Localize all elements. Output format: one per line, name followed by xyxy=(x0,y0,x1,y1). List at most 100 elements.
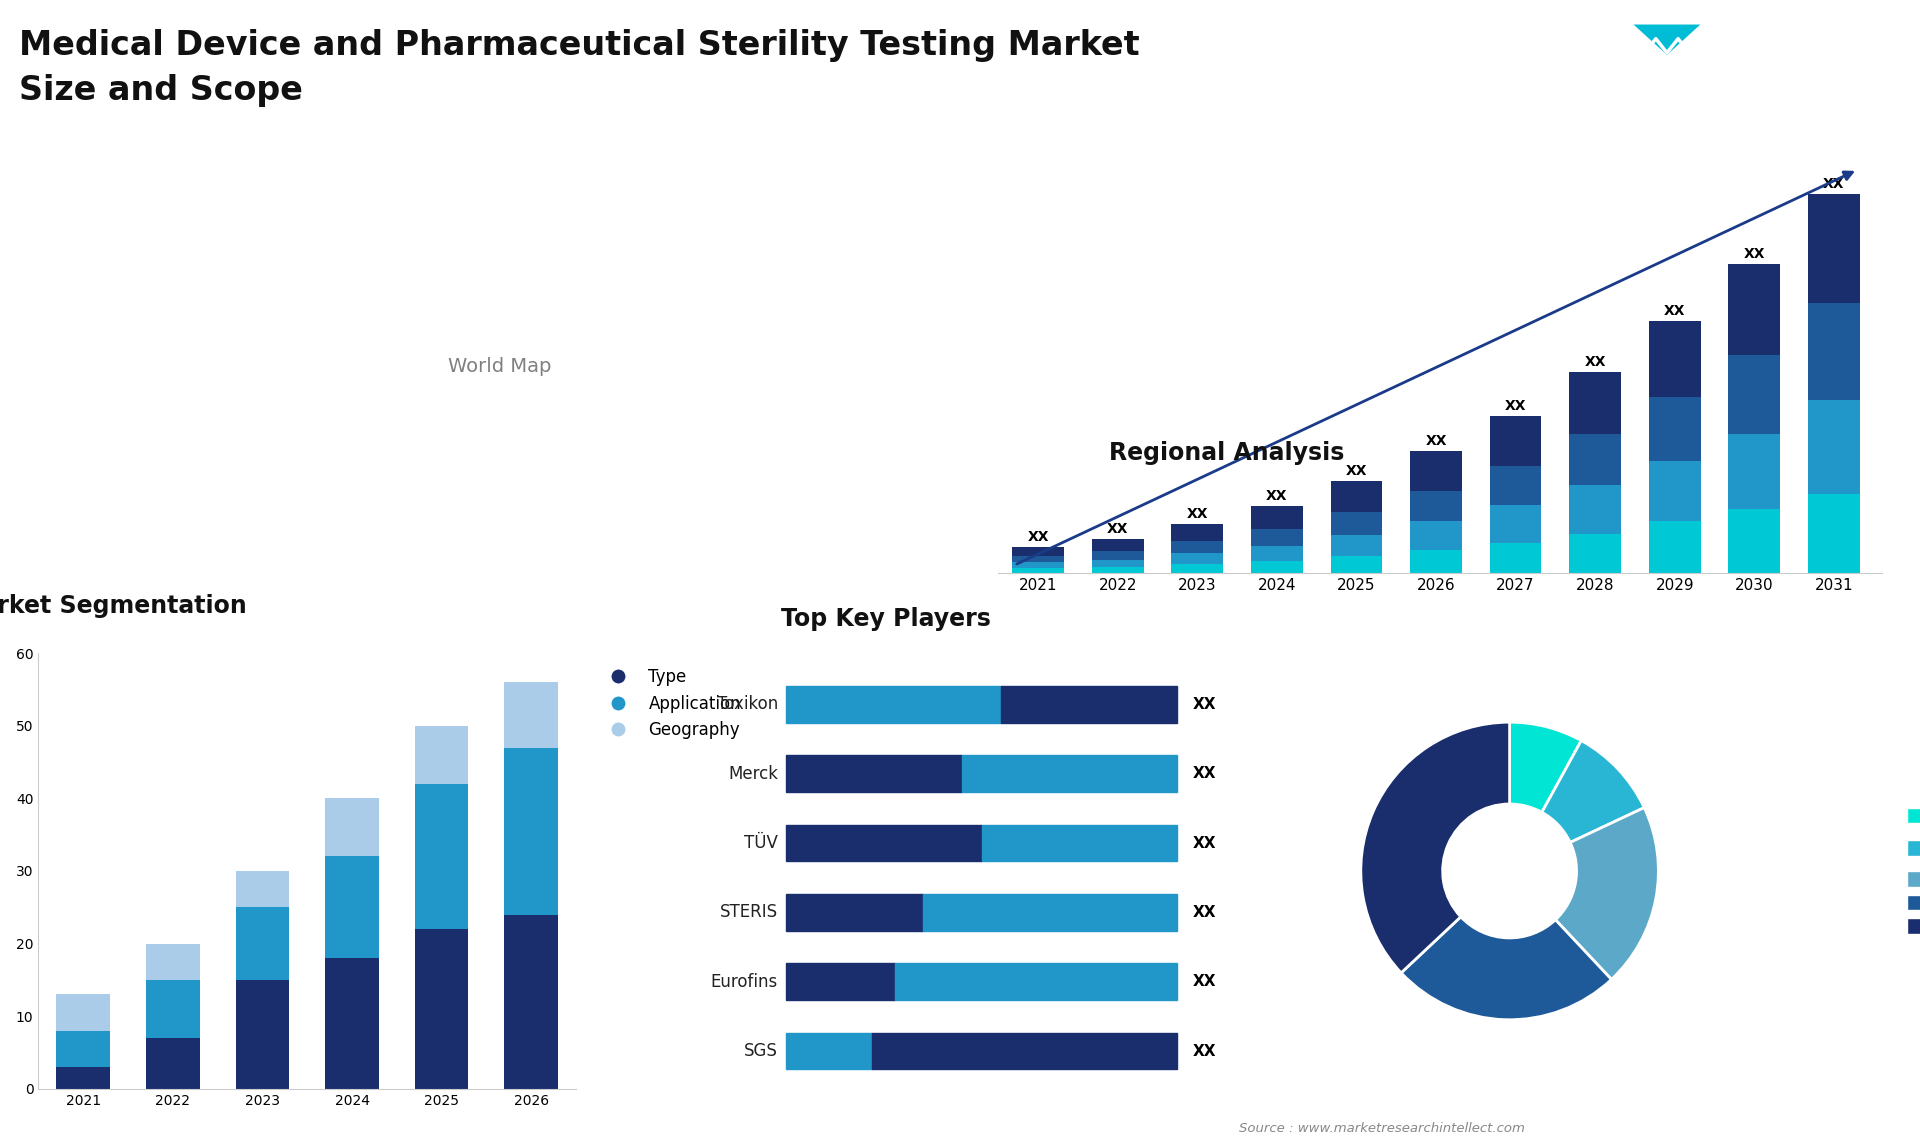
Polygon shape xyxy=(1634,24,1701,55)
Legend: Latin America, Middle East &
Africa, Asia Pacific, Europe, North America: Latin America, Middle East & Africa, Asi… xyxy=(1901,801,1920,941)
Bar xyxy=(785,1033,872,1069)
Bar xyxy=(1809,303,1860,400)
Bar xyxy=(1809,194,1860,303)
Bar xyxy=(56,995,109,1030)
Bar xyxy=(415,784,468,929)
Bar xyxy=(1409,520,1461,550)
Text: TÜV: TÜV xyxy=(745,834,778,851)
Bar xyxy=(1012,556,1064,562)
Wedge shape xyxy=(1361,722,1509,973)
Legend: Type, Application, Geography: Type, Application, Geography xyxy=(595,661,747,746)
Bar xyxy=(785,755,962,792)
Text: Top Key Players: Top Key Players xyxy=(781,607,991,631)
Bar xyxy=(1728,433,1780,509)
Text: XX: XX xyxy=(1743,246,1764,260)
Text: XX: XX xyxy=(1192,1044,1217,1059)
Text: World Map: World Map xyxy=(447,358,551,376)
Bar xyxy=(146,980,200,1038)
Bar xyxy=(1649,461,1701,521)
Bar xyxy=(785,894,924,931)
Bar xyxy=(1490,543,1542,573)
Text: Size and Scope: Size and Scope xyxy=(19,74,303,108)
Bar xyxy=(324,856,378,958)
Wedge shape xyxy=(1555,808,1659,980)
Text: XX: XX xyxy=(1108,523,1129,536)
Bar xyxy=(895,964,1177,1000)
Bar xyxy=(1000,686,1177,723)
Bar xyxy=(1649,398,1701,461)
Text: XX: XX xyxy=(1665,305,1686,319)
Bar xyxy=(1409,452,1461,490)
Circle shape xyxy=(1442,804,1576,937)
Wedge shape xyxy=(1402,917,1611,1020)
Text: INTELLECT: INTELLECT xyxy=(1711,80,1774,91)
Text: Market Segmentation: Market Segmentation xyxy=(0,595,246,619)
Bar xyxy=(1331,556,1382,573)
Text: XX: XX xyxy=(1505,399,1526,413)
Bar xyxy=(1092,559,1144,567)
Bar xyxy=(324,958,378,1089)
Text: XX: XX xyxy=(1192,835,1217,850)
Bar xyxy=(924,894,1177,931)
Bar xyxy=(1809,400,1860,494)
Text: XX: XX xyxy=(1824,176,1845,191)
Bar xyxy=(1728,509,1780,573)
Bar xyxy=(1171,564,1223,573)
Wedge shape xyxy=(1509,722,1582,813)
Bar xyxy=(1092,551,1144,559)
Text: Regional Analysis: Regional Analysis xyxy=(1110,441,1344,465)
Bar xyxy=(505,682,559,747)
Bar xyxy=(1012,568,1064,573)
Text: XX: XX xyxy=(1027,529,1048,544)
Bar xyxy=(56,1067,109,1089)
Bar xyxy=(872,1033,1177,1069)
Bar xyxy=(1728,354,1780,433)
Bar xyxy=(1331,535,1382,556)
Bar xyxy=(1252,505,1304,528)
Bar xyxy=(56,1030,109,1067)
Text: XX: XX xyxy=(1265,488,1288,503)
Bar xyxy=(1569,534,1620,573)
Bar xyxy=(146,1038,200,1089)
Text: MARKET: MARKET xyxy=(1711,37,1761,47)
Text: RESEARCH: RESEARCH xyxy=(1711,58,1774,69)
Bar xyxy=(236,908,290,980)
Bar xyxy=(785,686,1000,723)
Text: XX: XX xyxy=(1187,507,1208,520)
Bar xyxy=(505,915,559,1089)
Text: Merck: Merck xyxy=(728,764,778,783)
Bar xyxy=(505,747,559,915)
Bar xyxy=(1409,490,1461,520)
Bar xyxy=(1331,481,1382,512)
Text: XX: XX xyxy=(1192,974,1217,989)
Text: XX: XX xyxy=(1192,767,1217,782)
Bar xyxy=(324,799,378,856)
Text: STERIS: STERIS xyxy=(720,903,778,921)
Text: Source : www.marketresearchintellect.com: Source : www.marketresearchintellect.com xyxy=(1240,1122,1524,1135)
Bar xyxy=(1728,264,1780,354)
Bar xyxy=(1252,528,1304,545)
Bar xyxy=(1409,550,1461,573)
Bar xyxy=(1569,485,1620,534)
Text: Toxikon: Toxikon xyxy=(716,696,778,713)
Text: XX: XX xyxy=(1425,434,1448,448)
Bar xyxy=(1490,505,1542,543)
Text: XX: XX xyxy=(1346,464,1367,478)
Text: XX: XX xyxy=(1192,905,1217,920)
Bar xyxy=(1252,545,1304,560)
Wedge shape xyxy=(1542,740,1644,842)
Text: Medical Device and Pharmaceutical Sterility Testing Market: Medical Device and Pharmaceutical Steril… xyxy=(19,29,1140,62)
Bar xyxy=(1092,539,1144,551)
Bar xyxy=(981,825,1177,862)
Bar xyxy=(415,929,468,1089)
Bar xyxy=(785,964,895,1000)
Bar xyxy=(1490,416,1542,465)
Bar xyxy=(1092,567,1144,573)
Text: SGS: SGS xyxy=(745,1042,778,1060)
Text: XX: XX xyxy=(1584,354,1605,369)
Bar xyxy=(236,871,290,908)
Text: XX: XX xyxy=(1192,697,1217,712)
Bar xyxy=(1171,554,1223,564)
Bar xyxy=(1809,494,1860,573)
Bar xyxy=(1012,562,1064,568)
